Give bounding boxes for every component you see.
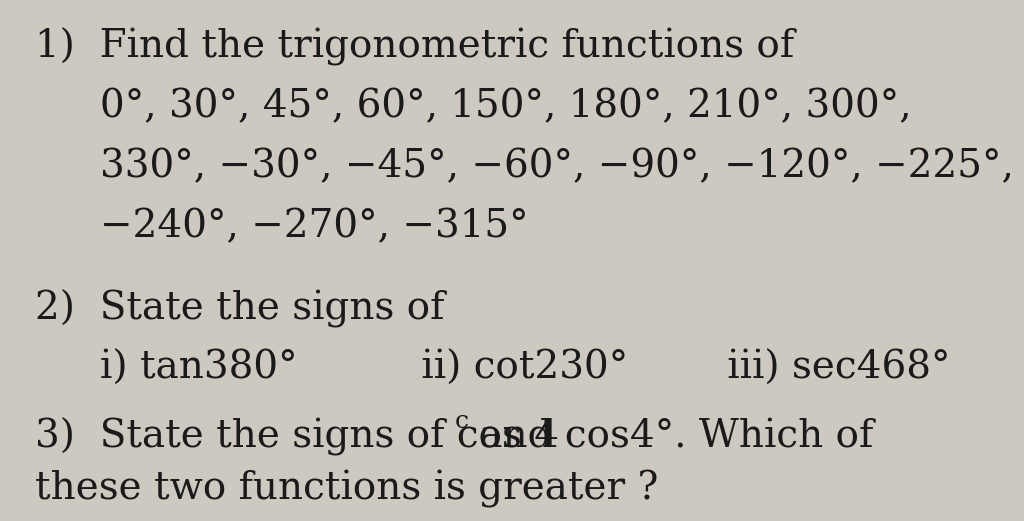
Text: and cos4°. Which of: and cos4°. Which of <box>467 418 873 455</box>
Text: 2)  State the signs of: 2) State the signs of <box>35 290 444 328</box>
Text: 0°, 30°, 45°, 60°, 150°, 180°, 210°, 300°,: 0°, 30°, 45°, 60°, 150°, 180°, 210°, 300… <box>100 88 911 125</box>
Text: 1)  Find the trigonometric functions of: 1) Find the trigonometric functions of <box>35 28 795 66</box>
Text: 330°, −30°, −45°, −60°, −90°, −120°, −225°,: 330°, −30°, −45°, −60°, −90°, −120°, −22… <box>100 148 1014 185</box>
Text: these two functions is greater ?: these two functions is greater ? <box>35 470 658 508</box>
Text: −240°, −270°, −315°: −240°, −270°, −315° <box>100 208 528 245</box>
Text: c: c <box>455 410 469 433</box>
Text: i) tan380°          ii) cot230°        iii) sec468°: i) tan380° ii) cot230° iii) sec468° <box>100 350 950 387</box>
Text: 3)  State the signs of cos 4: 3) State the signs of cos 4 <box>35 418 559 456</box>
